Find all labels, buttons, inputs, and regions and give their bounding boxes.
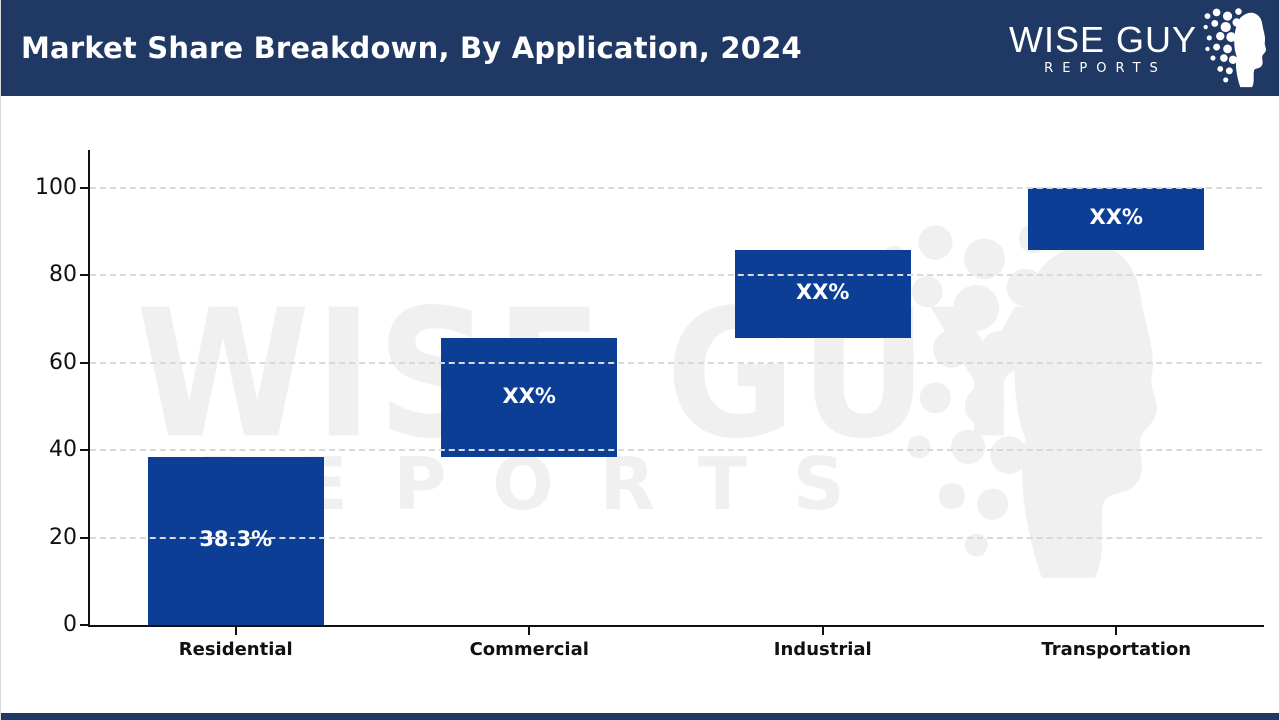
footer-strip — [1, 713, 1279, 720]
y-axis-tick-label: 60 — [49, 349, 77, 375]
y-axis-tick — [80, 274, 89, 276]
header-bar: Market Share Breakdown, By Application, … — [1, 0, 1279, 96]
bar-commercial — [441, 338, 618, 458]
y-axis-tick-label: 40 — [49, 437, 77, 462]
bar-value-label: XX% — [796, 280, 850, 305]
x-axis-tick — [1115, 627, 1118, 635]
x-axis-label-residential: Residential — [178, 639, 293, 660]
logo-face-icon — [1203, 8, 1266, 88]
x-axis-tick — [234, 627, 237, 635]
x-axis-tick — [821, 627, 824, 635]
gridline-20 — [90, 536, 1262, 539]
logo-text: WISE GUY REPORTS — [1008, 18, 1197, 76]
logo-name: WISE GUY — [1008, 18, 1197, 60]
gridline-100 — [90, 186, 1262, 189]
x-axis-line — [88, 625, 1264, 627]
gridline-40 — [90, 449, 1262, 451]
bar-value-label: 38.3% — [199, 527, 273, 552]
y-axis-tick-label: 20 — [49, 524, 77, 550]
bar-industrial — [734, 250, 911, 338]
bar-value-label: XX% — [502, 383, 556, 408]
gridline-80 — [90, 274, 1262, 276]
bar-transportation — [1028, 187, 1205, 251]
y-axis-tick — [80, 361, 89, 364]
x-axis-label-transportation: Transportation — [1041, 639, 1192, 660]
y-axis-tick — [80, 536, 89, 539]
watermark-face-icon — [876, 223, 1158, 578]
y-axis-tick — [80, 186, 89, 189]
x-axis-label-commercial: Commercial — [469, 639, 589, 660]
x-axis-label-industrial: Industrial — [773, 639, 872, 660]
y-axis-tick-label: 80 — [49, 262, 77, 287]
x-axis-tick — [528, 627, 531, 635]
bar-value-label: XX% — [1089, 204, 1143, 229]
y-axis-tick-label: 0 — [63, 612, 77, 637]
logo-subtitle: REPORTS — [1044, 60, 1167, 76]
y-axis-tick — [80, 624, 89, 626]
y-axis-tick-label: 100 — [35, 174, 77, 200]
bar-residential — [147, 457, 324, 625]
y-axis-tick — [80, 449, 89, 451]
wise-guy-logo: WISE GUY REPORTS — [1009, 7, 1267, 89]
chart-title: Market Share Breakdown, By Application, … — [21, 31, 802, 65]
gridline-60 — [90, 361, 1262, 364]
y-axis-line — [88, 150, 90, 627]
